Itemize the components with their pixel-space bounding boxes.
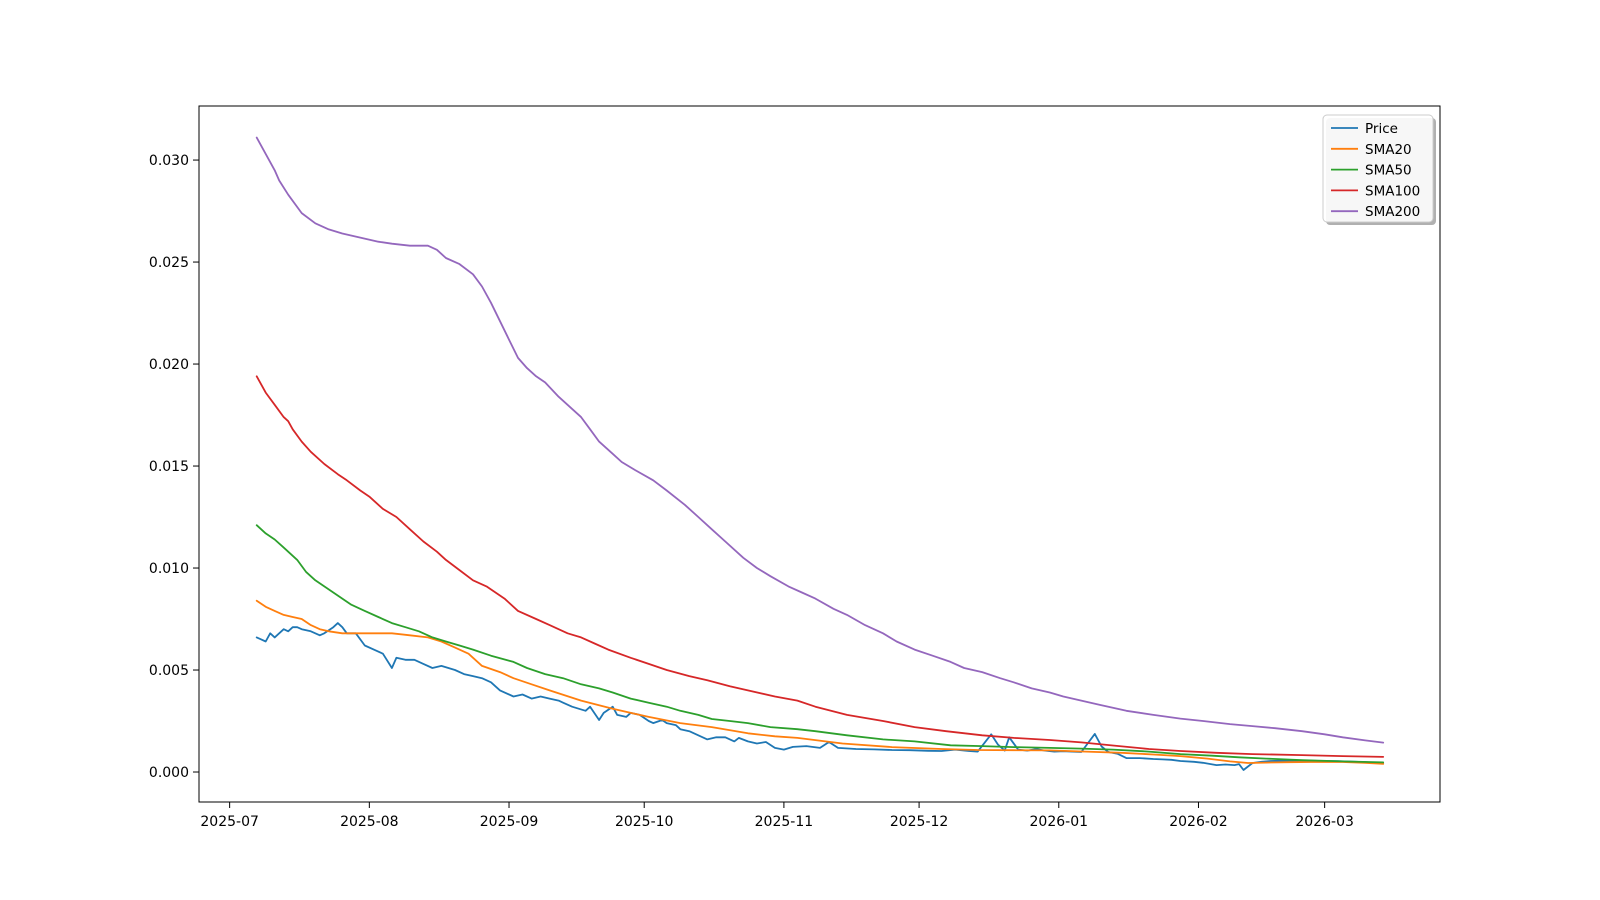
series-line-price — [255, 622, 1385, 771]
y-tick-label: 0.030 — [149, 153, 189, 169]
x-tick-label: 2025-09 — [480, 814, 539, 830]
legend-label: SMA20 — [1365, 142, 1412, 158]
x-tick-label: 2026-02 — [1169, 814, 1228, 830]
x-tick-label: 2025-12 — [890, 814, 949, 830]
x-tick-label: 2025-11 — [755, 814, 814, 830]
y-tick-label: 0.000 — [149, 765, 189, 781]
legend-label: SMA100 — [1365, 183, 1420, 199]
legend-label: SMA200 — [1365, 204, 1420, 220]
legend-item: SMA20 — [1331, 142, 1412, 158]
legend-item: SMA200 — [1331, 204, 1420, 220]
y-tick-label: 0.025 — [149, 255, 189, 271]
series-line-sma200 — [255, 136, 1385, 744]
legend-label: SMA50 — [1365, 163, 1412, 179]
series-line-sma20 — [255, 599, 1385, 765]
legend-label: Price — [1365, 121, 1398, 137]
y-tick-label: 0.020 — [149, 357, 189, 373]
series-line-sma100 — [255, 375, 1385, 758]
y-tick-label: 0.005 — [149, 663, 189, 679]
y-tick-label: 0.015 — [149, 459, 189, 475]
legend-item: SMA100 — [1331, 183, 1420, 199]
legend: Price SMA20 SMA50 SMA100 SMA200 — [1322, 114, 1436, 225]
x-tick-label: 2025-10 — [615, 814, 674, 830]
legend-item: SMA50 — [1331, 163, 1412, 179]
legend-item: Price — [1331, 121, 1398, 137]
series-line-sma50 — [255, 524, 1385, 764]
x-tick-label: 2026-01 — [1030, 814, 1089, 830]
x-tick-label: 2025-07 — [200, 814, 259, 830]
plot-area — [198, 105, 1441, 803]
x-tick-label: 2026-03 — [1295, 814, 1354, 830]
x-tick-label: 2025-08 — [340, 814, 399, 830]
y-tick-label: 0.010 — [149, 561, 189, 577]
legend-frame — [1322, 114, 1434, 223]
